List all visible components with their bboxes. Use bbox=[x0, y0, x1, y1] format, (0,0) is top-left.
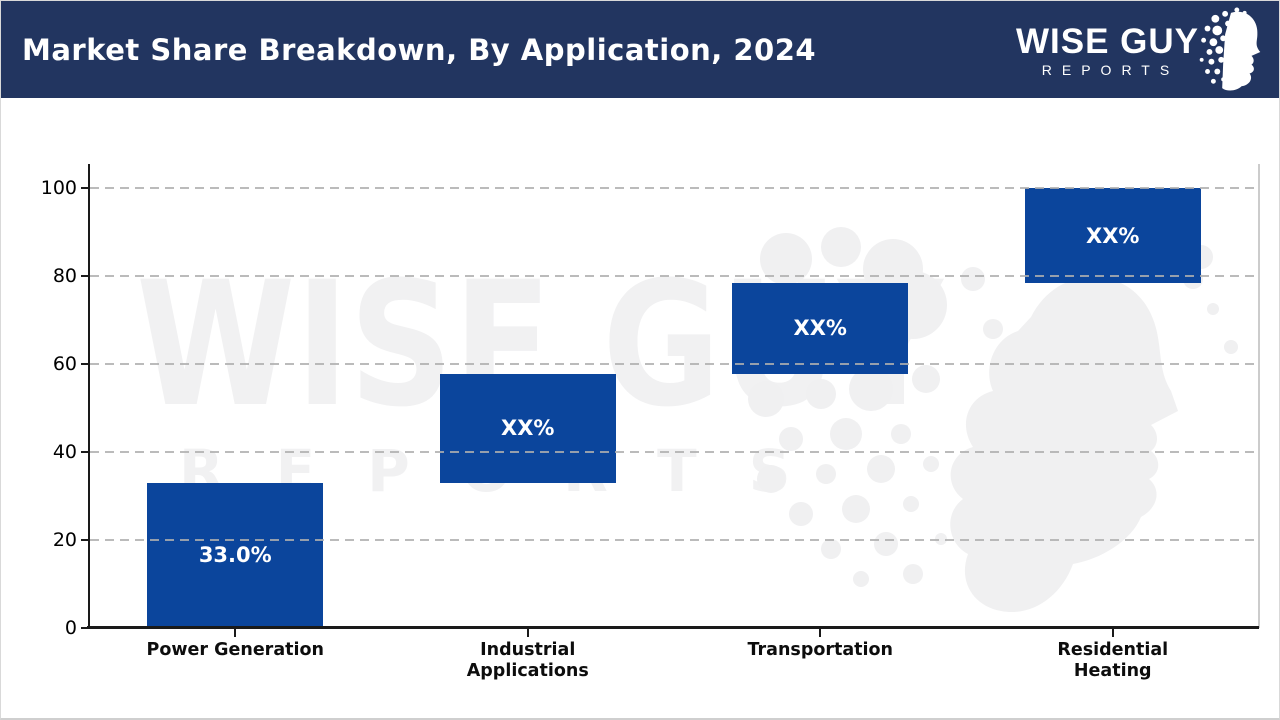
x-tick bbox=[234, 629, 237, 637]
brand-logo-text: WISE GUY REPORTS bbox=[1016, 24, 1199, 77]
dotted-head-icon bbox=[1199, 7, 1261, 91]
x-axis-line bbox=[87, 626, 1259, 629]
brand-name: WISE GUY bbox=[1015, 21, 1199, 61]
header-bar: Market Share Breakdown, By Application, … bbox=[1, 1, 1279, 98]
y-gridline bbox=[90, 363, 1258, 365]
y-gridline bbox=[90, 451, 1258, 453]
y-tick bbox=[81, 275, 88, 277]
bar: 33.0% bbox=[147, 482, 324, 628]
chart-title: Market Share Breakdown, By Application, … bbox=[22, 32, 817, 67]
bar-value-label: XX% bbox=[1086, 223, 1140, 248]
bar-value-label: 33.0% bbox=[198, 543, 272, 568]
bar: XX% bbox=[732, 283, 909, 374]
y-tick-label: 100 bbox=[40, 177, 77, 199]
y-tick bbox=[81, 451, 88, 453]
brand-logo: WISE GUY REPORTS bbox=[1016, 5, 1273, 95]
x-tick bbox=[819, 629, 822, 637]
y-gridline bbox=[90, 275, 1258, 277]
y-tick-label: 60 bbox=[52, 353, 77, 375]
x-category-label: Industrial Applications bbox=[466, 640, 589, 681]
y-tick bbox=[81, 363, 88, 365]
y-axis-line bbox=[88, 164, 90, 629]
y-tick-label: 20 bbox=[52, 529, 77, 551]
x-category-label: Power Generation bbox=[146, 640, 324, 660]
y-tick bbox=[81, 187, 88, 189]
bar-value-label: XX% bbox=[793, 316, 847, 341]
bar: XX% bbox=[1024, 188, 1201, 284]
bar: XX% bbox=[439, 373, 616, 483]
brand-subname: REPORTS bbox=[1041, 61, 1180, 78]
x-category-label: Residential Heating bbox=[1057, 640, 1169, 681]
x-tick bbox=[526, 629, 529, 637]
y-tick bbox=[81, 627, 88, 629]
y-tick-label: 0 bbox=[64, 617, 77, 639]
y-tick-label: 40 bbox=[52, 441, 77, 463]
y-tick-label: 80 bbox=[52, 265, 77, 287]
y-tick bbox=[81, 539, 88, 541]
bar-value-label: XX% bbox=[501, 416, 555, 441]
y-gridline bbox=[90, 187, 1258, 189]
y-gridline bbox=[90, 539, 1258, 541]
plot-right-border bbox=[1258, 164, 1260, 628]
x-category-label: Transportation bbox=[747, 640, 894, 660]
x-tick bbox=[1111, 629, 1114, 637]
